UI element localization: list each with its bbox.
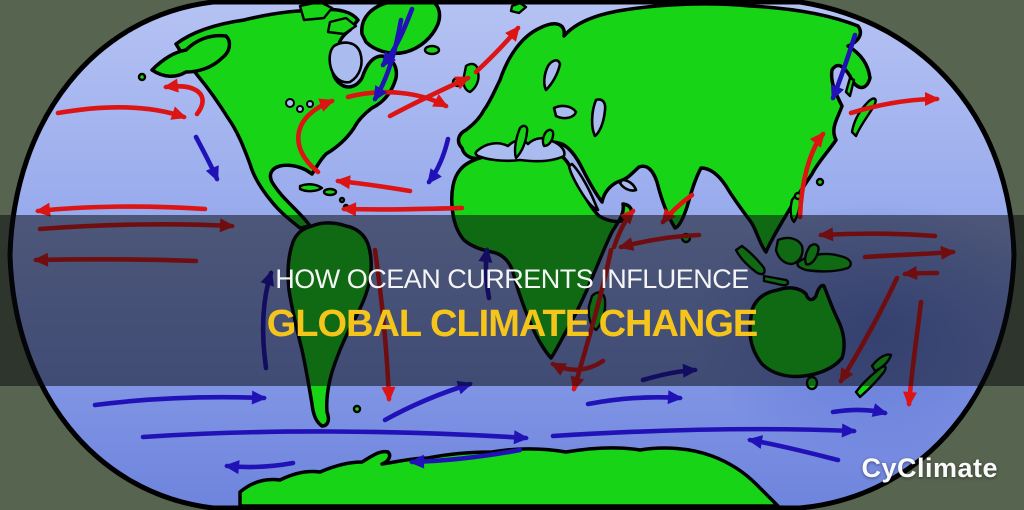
warm-current-arrow [35,202,208,217]
sea-baltic [542,59,562,92]
cold-current-arrow [585,390,683,407]
peninsula-greece [541,128,555,148]
lake-great-lakes-1 [285,98,295,108]
island-falkland [352,404,362,414]
title-line-1: HOW OCEAN CURRENTS INFLUENCE [275,264,749,294]
island-antilles-1 [338,196,346,204]
warm-current-arrow [335,175,413,194]
island-sakhalin [844,76,856,98]
cold-current-arrow [426,136,451,185]
sea-caspian [590,98,607,138]
warm-current-arrow [55,105,187,120]
sea-black [552,104,578,120]
cold-current-arrow [92,390,267,408]
peninsula-italy [513,124,529,160]
title-line-2: GLOBAL CLIMATE CHANGE [266,303,759,345]
sea-hudson-bay [328,41,363,84]
cold-current-arrow [382,380,473,423]
warm-current-arrow [341,202,465,217]
title-overlay-band [0,215,1024,386]
lake-great-lakes-2 [296,105,304,113]
warm-current-arrow [345,89,449,109]
warm-current-arrow [387,75,471,119]
warm-current-arrow [163,78,205,117]
brand-logo: CyClimate [861,453,998,483]
cold-current-arrow [140,429,529,445]
cold-current-arrow [830,403,888,417]
sea-persian-gulf [618,178,638,192]
lake-great-lakes-3 [306,100,314,108]
cold-current-arrow [830,32,858,101]
island-aleutian [137,72,147,82]
cold-current-arrow [550,423,857,439]
cold-current-arrow [193,134,220,182]
map-oval-border [7,0,1017,510]
island-iceland [423,44,441,56]
island-hispaniola [322,187,338,197]
continent-antarctica [238,446,780,508]
cold-current-arrow [372,17,404,102]
warm-current-arrow [473,25,521,75]
region-alaska [150,33,232,78]
sea-red [567,162,600,212]
cold-current-arrow [747,435,841,463]
cold-current-arrow [224,460,296,475]
islands-arctic-canada-2 [326,16,358,36]
warm-current-arrow [296,98,335,175]
cold-current-arrow [409,447,523,469]
warm-current-arrow [797,131,826,220]
island-taiwan [815,177,825,187]
island-cuba [298,183,324,193]
warm-current-arrow [848,92,940,116]
